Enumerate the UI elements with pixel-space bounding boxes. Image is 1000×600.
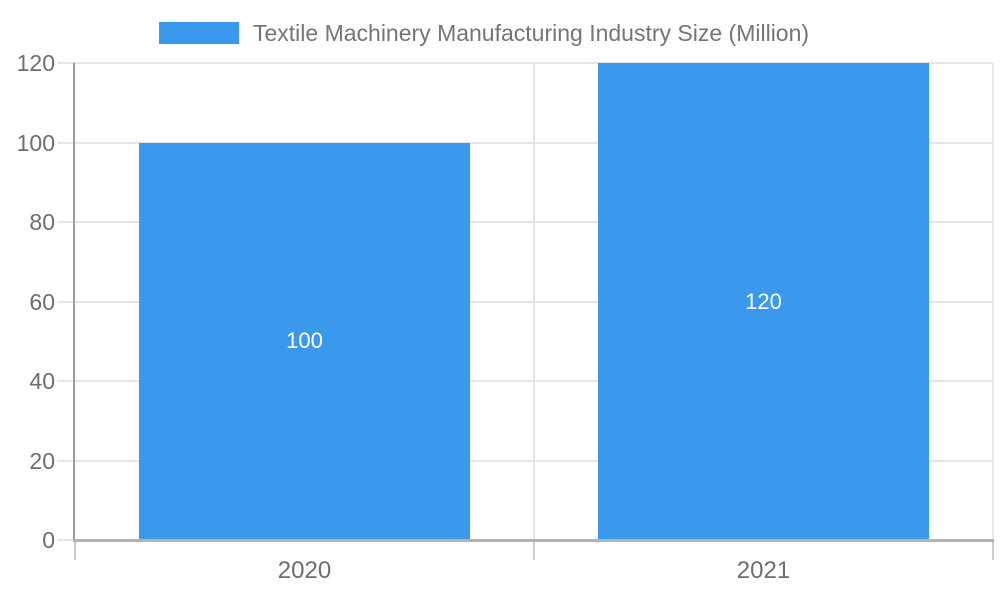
legend-label: Textile Machinery Manufacturing Industry…: [253, 20, 810, 46]
x-tick-label: 2021: [736, 557, 791, 584]
bar-value-label: 100: [286, 328, 323, 354]
y-tick-label: 60: [29, 288, 55, 315]
bar-2021[interactable]: 120: [598, 63, 929, 540]
x-tick-label: 2020: [277, 557, 332, 584]
gridline-horizontal: [57, 380, 993, 382]
gridline-horizontal: [57, 221, 993, 223]
chart-legend[interactable]: Textile Machinery Manufacturing Industry…: [159, 19, 809, 47]
y-tick-label: 80: [29, 209, 55, 235]
y-tick-label: 0: [42, 527, 55, 553]
legend-swatch-icon: [159, 22, 239, 44]
y-tick-label: 40: [29, 368, 55, 394]
gridline-vertical: [992, 63, 994, 540]
y-axis-line: [73, 63, 75, 540]
bar-value-label: 120: [745, 288, 782, 314]
gridline-horizontal: [57, 62, 993, 64]
x-axis-tick: [992, 540, 994, 560]
x-axis-tick: [74, 540, 76, 560]
x-axis-tick: [533, 540, 535, 560]
bar-2020[interactable]: 100: [139, 142, 470, 540]
x-axis-line: [73, 539, 994, 542]
gridline-horizontal: [57, 459, 993, 462]
y-tick-label: 100: [16, 129, 55, 156]
gridline-vertical: [533, 63, 535, 540]
gridline-horizontal: [57, 141, 993, 144]
y-tick-label: 20: [29, 447, 55, 474]
gridline-horizontal: [57, 300, 993, 303]
y-tick-label: 120: [16, 50, 55, 76]
